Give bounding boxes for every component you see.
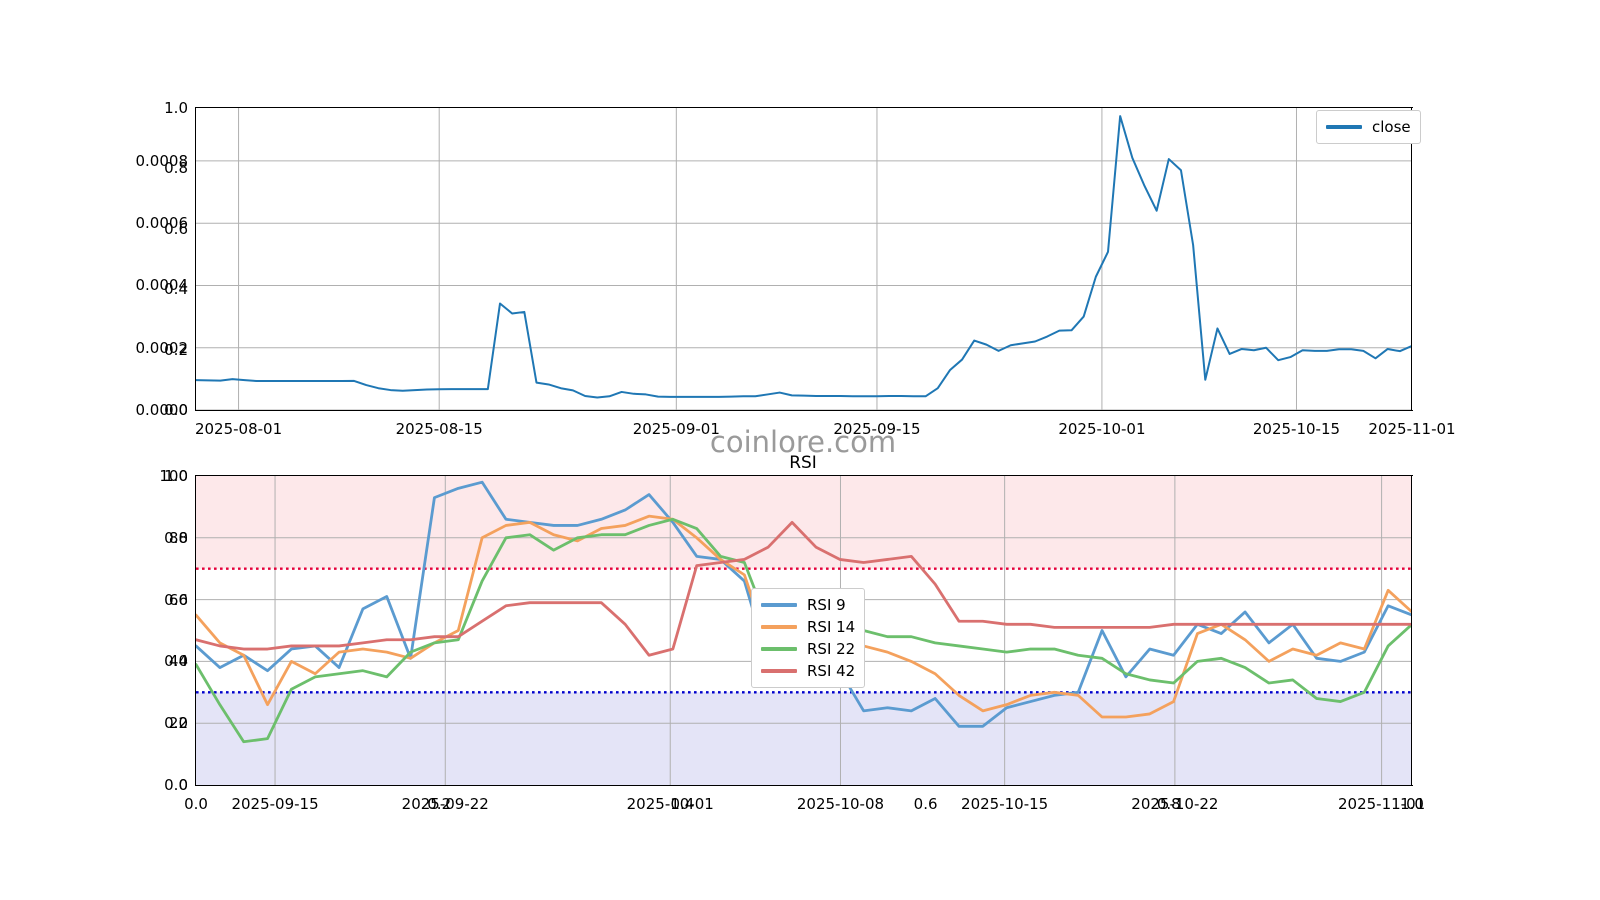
price-legend[interactable]: close (1316, 110, 1421, 144)
rsi-x-overlay-tick-1: 0.2 (427, 795, 452, 813)
price-axis-spine-top (195, 107, 1413, 109)
rsi-legend-swatch-3 (761, 669, 797, 673)
rsi-legend-swatch-1 (761, 625, 797, 629)
price-axis-spine-left (195, 108, 197, 411)
price-y-overlay-tick-1: 0.2 (164, 340, 188, 359)
rsi-legend-label-0: RSI 9 (807, 596, 846, 614)
price-y-tick-2: 0.0004 (135, 276, 189, 295)
rsi-axis-spine-bottom (195, 785, 1413, 787)
price-y-overlay-tick-5: 1.0 (164, 99, 188, 117)
rsi-legend-label-1: RSI 14 (807, 618, 856, 636)
rsi-x-tick-4: 2025-10-15 (961, 795, 1049, 813)
rsi-y-tick-4: 80 (168, 528, 188, 547)
rsi-plot-area (196, 476, 1412, 785)
rsi-y-overlay-tick-3: 0.6 (164, 590, 188, 609)
rsi-x-tick-2: 2025-10-01 (626, 795, 714, 813)
rsi-axis-spine-top (195, 475, 1413, 477)
rsi-x-tick-6: 2025-11-01 (1338, 795, 1426, 813)
price-y-tick-1: 0.0002 (135, 338, 189, 357)
price-x-tick-0: 2025-08-01 (194, 420, 283, 438)
price-legend-swatch-0 (1326, 125, 1362, 129)
price-x-tick-4: 2025-10-01 (1058, 420, 1146, 438)
price-x-tick-2: 2025-09-01 (632, 420, 720, 438)
rsi-x-tick-5: 2025-10-22 (1131, 795, 1219, 813)
rsi-y-overlay-tick-1: 0.2 (164, 714, 188, 733)
rsi-legend-swatch-0 (761, 603, 797, 607)
price-x-tick-1: 2025-08-15 (395, 420, 483, 438)
price-y-tick-0: 0.0000 (135, 401, 189, 419)
price-y-overlay-tick-3: 0.6 (164, 219, 188, 238)
rsi-x-tick-0: 2025-09-15 (231, 795, 319, 813)
rsi-legend-item-0[interactable]: RSI 9 (761, 594, 855, 616)
price-axis-spine-bottom (195, 410, 1413, 412)
price-chart-axes (196, 108, 1412, 410)
price-y-overlay-tick-4: 0.8 (164, 159, 188, 178)
price-x-tick-5: 2025-10-15 (1252, 420, 1341, 438)
rsi-x-tick-3: 2025-10-08 (796, 795, 885, 813)
rsi-legend-label-2: RSI 22 (807, 640, 856, 658)
rsi-legend-item-3[interactable]: RSI 42 (761, 660, 855, 682)
rsi-x-overlay-tick-2: 0.4 (670, 795, 695, 813)
rsi-y-overlay-tick-0: 0.0 (164, 776, 188, 794)
rsi-axis-spine-left (195, 475, 197, 786)
rsi-band-overbought-band (196, 476, 1412, 569)
price-plot-area (196, 108, 1412, 410)
rsi-y-overlay-tick-4: 0.8 (164, 528, 188, 547)
price-legend-item-0[interactable]: close (1326, 116, 1411, 138)
rsi-x-overlay-tick-5: 1.0 (1400, 795, 1424, 813)
rsi-y-tick-3: 60 (168, 590, 188, 609)
price-y-tick-4: 0.0008 (135, 151, 189, 170)
price-x-tick-6: 2025-11-01 (1368, 420, 1456, 438)
rsi-y-overlay-tick-5: 1.0 (164, 467, 188, 485)
rsi-y-tick-1: 20 (168, 714, 188, 733)
rsi-y-tick-2: 40 (168, 652, 188, 671)
rsi-legend-swatch-2 (761, 647, 797, 651)
price-legend-label-0: close (1372, 118, 1411, 136)
rsi-x-overlay-tick-3: 0.6 (913, 795, 938, 813)
rsi-y-tick-0: 0 (178, 776, 188, 794)
rsi-chart-title: RSI (789, 453, 817, 473)
rsi-legend-label-3: RSI 42 (807, 662, 856, 680)
rsi-axis-spine-right (1411, 475, 1413, 786)
price-series-close (196, 115, 1412, 399)
rsi-x-tick-1: 2025-09-22 (401, 795, 489, 813)
rsi-series-rsi-42 (196, 520, 1412, 657)
watermark: coinlore.com (709, 425, 897, 459)
rsi-x-overlay-tick-4: 0.8 (1156, 795, 1181, 813)
rsi-legend[interactable]: RSI 9 RSI 14 RSI 22 RSI 42 (751, 588, 866, 688)
rsi-legend-item-2[interactable]: RSI 22 (761, 638, 855, 660)
price-y-overlay-tick-0: 0.0 (164, 401, 188, 419)
price-y-overlay-tick-2: 0.4 (164, 280, 188, 299)
rsi-y-tick-5: 100 (159, 467, 188, 485)
rsi-x-overlay-tick-0: 0.0 (184, 795, 208, 813)
price-y-tick-3: 0.0006 (135, 214, 189, 233)
price-axis-spine-right (1411, 108, 1413, 411)
rsi-band-oversold-band (196, 692, 1412, 785)
price-x-tick-3: 2025-09-15 (833, 420, 921, 438)
rsi-y-overlay-tick-2: 0.4 (164, 652, 188, 671)
rsi-legend-item-1[interactable]: RSI 14 (761, 616, 855, 638)
